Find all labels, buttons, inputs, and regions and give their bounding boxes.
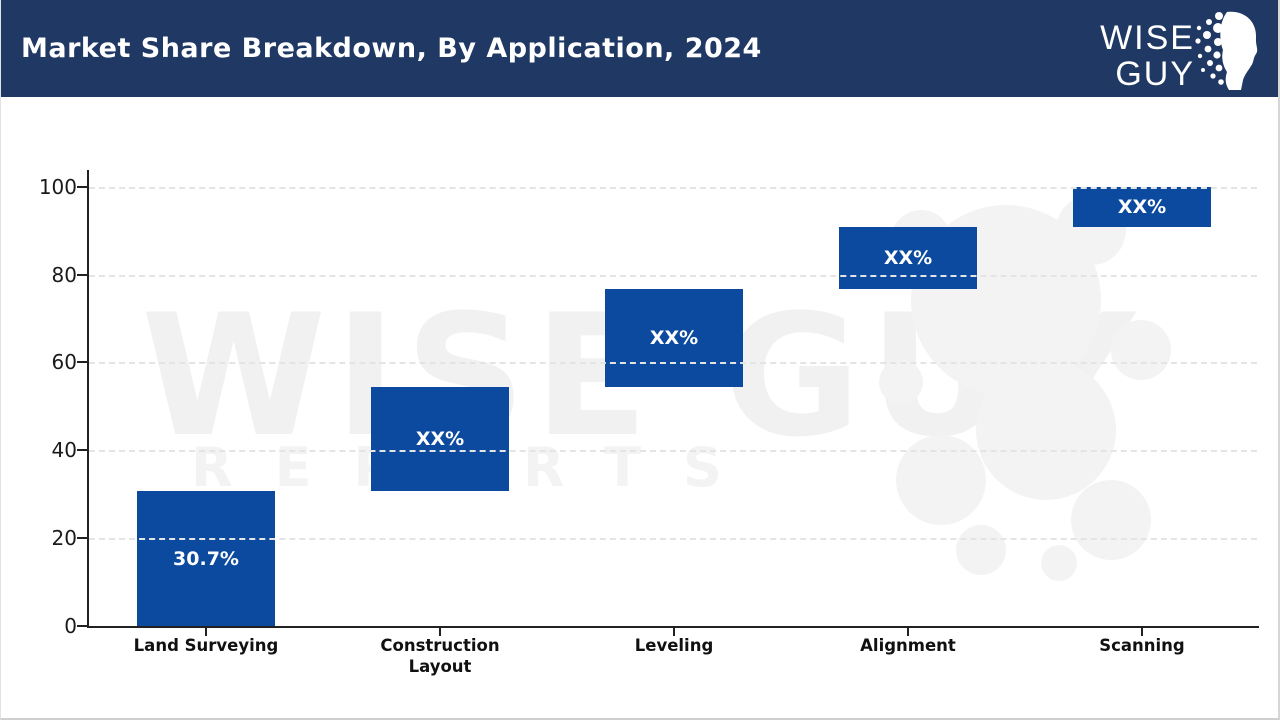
bar-value-label: XX%	[649, 326, 699, 349]
y-axis-tick-label: 20	[51, 526, 77, 551]
page-title: Market Share Breakdown, By Application, …	[21, 33, 762, 64]
bar-construction-layout	[371, 386, 509, 492]
y-axis-tick	[77, 537, 87, 540]
x-axis-tick	[907, 628, 909, 636]
logo-text: WISE GUY REPORTS	[1013, 20, 1195, 109]
bar-scanning	[1073, 186, 1211, 227]
y-axis-tick-label: 100	[38, 174, 77, 199]
y-axis-tick-label: 40	[51, 438, 77, 463]
bar-value-label: XX%	[415, 427, 465, 450]
plot-area: 0 20 40 60 80 100 30.7% Land Surveying XX% Constr…	[39, 170, 1259, 676]
bar-alignment	[839, 226, 977, 289]
bar-leveling	[605, 288, 743, 387]
y-gridline	[89, 186, 1257, 189]
x-axis-label: Leveling	[634, 636, 714, 655]
x-axis-label: Construction Layout	[380, 636, 500, 676]
y-axis-tick	[77, 361, 87, 364]
bar-value-label: 30.7%	[173, 547, 239, 570]
header-bar: Market Share Breakdown, By Application, …	[1, 0, 1278, 109]
x-axis-tick	[1141, 628, 1143, 636]
y-gridline	[89, 274, 1257, 277]
face-profile-icon	[1195, 11, 1258, 91]
bar-value-label: XX%	[1117, 195, 1167, 218]
wise-guy-logo: WISE GUY REPORTS	[1013, 6, 1263, 109]
y-axis-tick	[77, 273, 87, 276]
x-axis-label: Alignment	[860, 636, 956, 655]
y-axis-tick-label: 80	[51, 262, 77, 287]
y-gridline	[89, 362, 1257, 365]
logo-wordmark: WISE GUY	[1100, 19, 1195, 93]
y-gridline	[89, 538, 1257, 541]
logo-subtitle: REPORTS	[1073, 95, 1206, 109]
bar-value-label: XX%	[883, 246, 933, 269]
x-axis-tick	[205, 628, 207, 636]
y-axis-tick	[77, 185, 87, 188]
y-axis-tick	[77, 449, 87, 452]
bar-land-surveying	[137, 491, 275, 626]
y-axis-tick	[77, 625, 87, 627]
y-axis-tick-label: 60	[51, 350, 77, 375]
y-gridline	[89, 450, 1257, 453]
x-axis-label: Land Surveying	[133, 636, 279, 655]
x-axis-label: Scanning	[1099, 636, 1185, 655]
x-axis-tick	[439, 628, 441, 636]
y-axis-tick-label: 0	[64, 614, 77, 638]
x-axis-tick	[673, 628, 675, 636]
